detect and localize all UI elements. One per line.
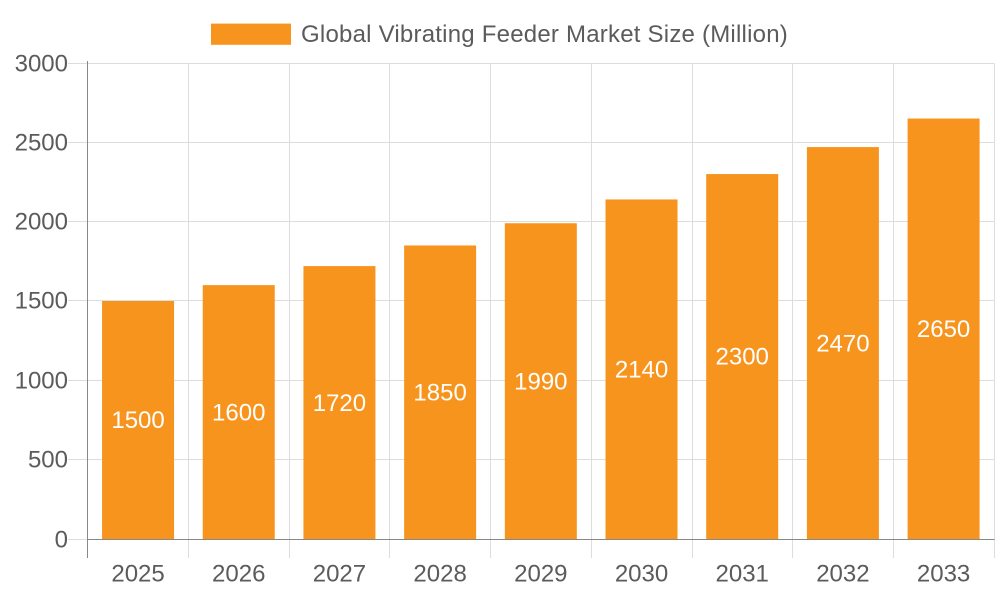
svg-text:1500: 1500: [15, 288, 68, 315]
svg-text:2000: 2000: [15, 209, 68, 236]
svg-text:3000: 3000: [15, 51, 68, 78]
svg-text:2025: 2025: [111, 561, 164, 588]
svg-text:2140: 2140: [615, 356, 668, 383]
svg-text:1600: 1600: [212, 399, 265, 426]
svg-text:2028: 2028: [413, 561, 466, 588]
svg-text:2470: 2470: [816, 330, 869, 357]
svg-text:1000: 1000: [15, 368, 68, 395]
svg-text:0: 0: [55, 527, 68, 554]
svg-text:1500: 1500: [111, 407, 164, 434]
svg-text:2650: 2650: [917, 316, 970, 343]
svg-text:1850: 1850: [413, 379, 466, 406]
svg-text:1720: 1720: [313, 390, 366, 417]
svg-text:2031: 2031: [716, 561, 769, 588]
svg-text:2300: 2300: [716, 344, 769, 371]
svg-text:2029: 2029: [514, 561, 567, 588]
svg-text:2033: 2033: [917, 561, 970, 588]
svg-text:2026: 2026: [212, 561, 265, 588]
svg-text:1990: 1990: [514, 368, 567, 395]
svg-text:2027: 2027: [313, 561, 366, 588]
svg-text:Global Vibrating Feeder Market: Global Vibrating Feeder Market Size (Mil…: [301, 21, 788, 48]
svg-text:2030: 2030: [615, 561, 668, 588]
svg-text:2500: 2500: [15, 130, 68, 157]
svg-text:500: 500: [28, 447, 68, 474]
svg-text:2032: 2032: [816, 561, 869, 588]
